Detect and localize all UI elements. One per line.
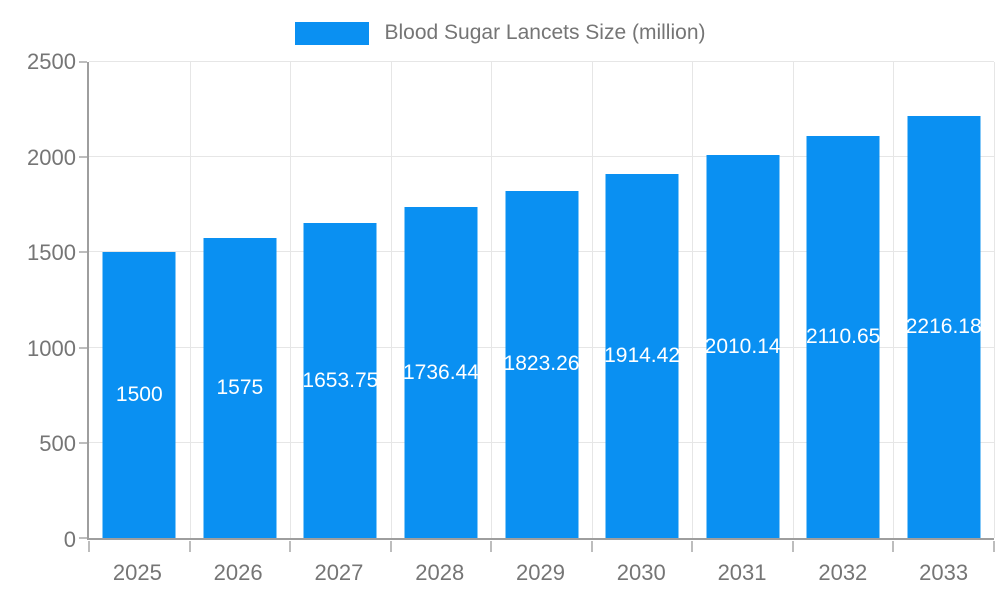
y-axis-tick [79, 346, 87, 349]
bar-value-label: 1500 [115, 383, 163, 407]
legend-item[interactable]: Blood Sugar Lancets Size (million) [0, 20, 1000, 46]
bar-2027[interactable]: 1653.75 [303, 223, 377, 538]
x-axis-tick [490, 541, 493, 552]
bar-2025[interactable]: 1500 [102, 252, 176, 538]
gridline-horizontal [89, 156, 994, 158]
bar-2029[interactable]: 1823.26 [505, 190, 578, 538]
x-axis-tick [892, 541, 895, 552]
bar-value-label: 2010.14 [706, 334, 780, 358]
y-axis-tick-label: 2000 [27, 144, 76, 170]
x-axis-tick [993, 541, 995, 552]
bar-value-label: 2110.65 [806, 325, 880, 349]
y-axis-tick [79, 61, 87, 63]
x-axis-category-label: 2032 [818, 560, 868, 585]
y-axis-tick [79, 441, 87, 444]
y-axis-tick [79, 251, 87, 254]
bar-value-label: 2216.18 [907, 315, 981, 339]
x-axis-category-label: 2029 [516, 560, 565, 585]
x-axis: 2025 2026 2027 2028 2029 2030 2031 2032 2033 [87, 558, 994, 592]
bar-value-label: 1914.42 [605, 343, 679, 367]
x-axis-category-label: 2033 [919, 560, 969, 585]
bar-2032[interactable]: 2110.65 [806, 136, 880, 538]
gridline-vertical [491, 62, 493, 538]
gridline-vertical [692, 62, 694, 538]
bar-2026[interactable]: 1575 [203, 238, 277, 538]
x-axis-tick [88, 541, 90, 552]
x-axis-category-label: 2028 [415, 560, 465, 585]
gridline-vertical [792, 62, 794, 538]
y-axis-tick-label: 1000 [27, 335, 76, 361]
bar-2030[interactable]: 1914.42 [605, 173, 679, 538]
y-axis-tick-label: 2500 [27, 49, 76, 74]
x-axis-category-label: 2030 [616, 560, 666, 585]
gridline-vertical [189, 62, 191, 538]
x-axis-tick [590, 541, 593, 552]
x-axis-tick [389, 541, 392, 552]
legend-swatch [294, 21, 369, 45]
bar-value-label: 1575 [216, 376, 264, 400]
gridline-vertical [994, 62, 995, 538]
x-axis-category-label: 2027 [314, 560, 364, 585]
x-axis-tick [791, 541, 794, 552]
y-axis: 0 500 1000 1500 2000 2500 [0, 49, 87, 552]
bar-2033[interactable]: 2216.18 [907, 116, 981, 538]
gridline-vertical [390, 62, 392, 538]
bar-value-label: 1736.44 [404, 360, 478, 384]
y-axis-tick [79, 156, 87, 159]
x-axis-tick [691, 541, 694, 552]
x-axis-tick [289, 541, 292, 552]
bar-value-label: 1823.26 [505, 352, 578, 376]
y-axis-tick-label: 1500 [27, 240, 76, 266]
gridline-vertical [893, 62, 895, 538]
x-axis-category-label: 2025 [112, 560, 162, 585]
y-axis-tick-label: 500 [39, 431, 76, 457]
plot-area: 1500 1575 1653.75 1736.44 1823.26 1914.42 2010… [79, 61, 995, 552]
legend-label: Blood Sugar Lancets Size (million) [384, 21, 706, 44]
y-axis-tick-label: 0 [63, 527, 76, 552]
bar-value-label: 1653.75 [303, 368, 377, 392]
bar-2031[interactable]: 2010.14 [706, 155, 780, 538]
x-axis-tick [188, 541, 191, 552]
gridline-vertical [591, 62, 593, 538]
gridline-vertical [290, 62, 292, 538]
y-axis-tick [79, 537, 87, 539]
x-axis-category-label: 2026 [213, 560, 263, 585]
x-axis-category-label: 2031 [717, 560, 767, 585]
gridline-horizontal [89, 61, 994, 62]
bar-2028[interactable]: 1736.44 [404, 207, 478, 538]
